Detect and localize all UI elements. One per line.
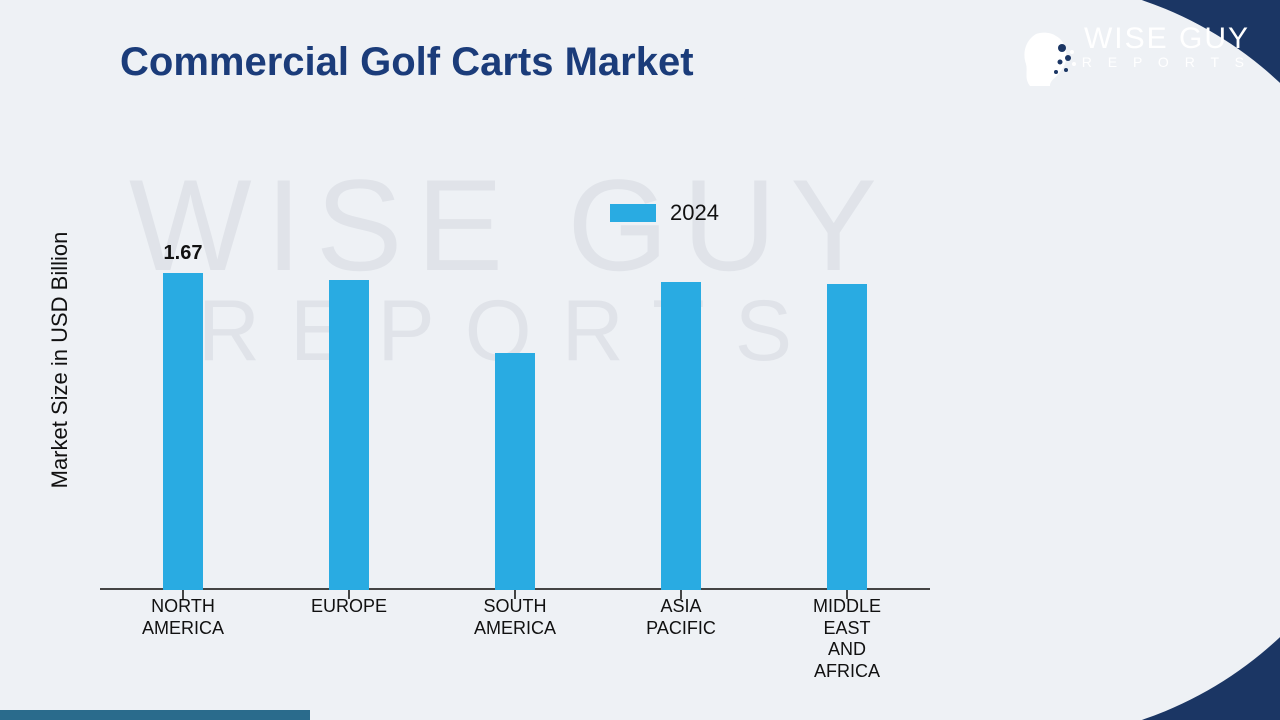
- chart-panel: Commercial Golf Carts Market Market Size…: [0, 0, 970, 720]
- bar: [163, 273, 203, 590]
- x-axis-category-label: NORTHAMERICA: [100, 596, 266, 639]
- bar-slot: [598, 210, 764, 590]
- bar: [329, 280, 369, 590]
- brand-head-icon: [1016, 28, 1080, 92]
- x-axis-category-label: EUROPE: [266, 596, 432, 618]
- bar-value-label: 1.67: [164, 242, 203, 265]
- brand-name-line1: WISE GUY: [1082, 22, 1250, 56]
- bar-slot: [266, 210, 432, 590]
- bar-slot: [432, 210, 598, 590]
- bottom-accent-bar: [0, 710, 310, 720]
- bar: [827, 284, 867, 590]
- x-axis-category-label: ASIAPACIFIC: [598, 596, 764, 639]
- bar: [495, 353, 535, 591]
- bar: [661, 282, 701, 590]
- bar-slot: [764, 210, 930, 590]
- page: WISE GUY REPORTS WISE GUY R E P O R T S …: [0, 0, 1280, 720]
- brand-logo-text: WISE GUY R E P O R T S: [1082, 22, 1250, 70]
- bar-slot: 1.67: [100, 210, 266, 590]
- plot-area: 1.67: [100, 210, 930, 590]
- y-axis-label: Market Size in USD Billion: [47, 232, 73, 489]
- brand-name-line2: R E P O R T S: [1082, 54, 1250, 70]
- chart-title: Commercial Golf Carts Market: [120, 40, 694, 85]
- x-axis-category-label: SOUTHAMERICA: [432, 596, 598, 639]
- x-axis-category-label: MIDDLEEASTANDAFRICA: [764, 596, 930, 682]
